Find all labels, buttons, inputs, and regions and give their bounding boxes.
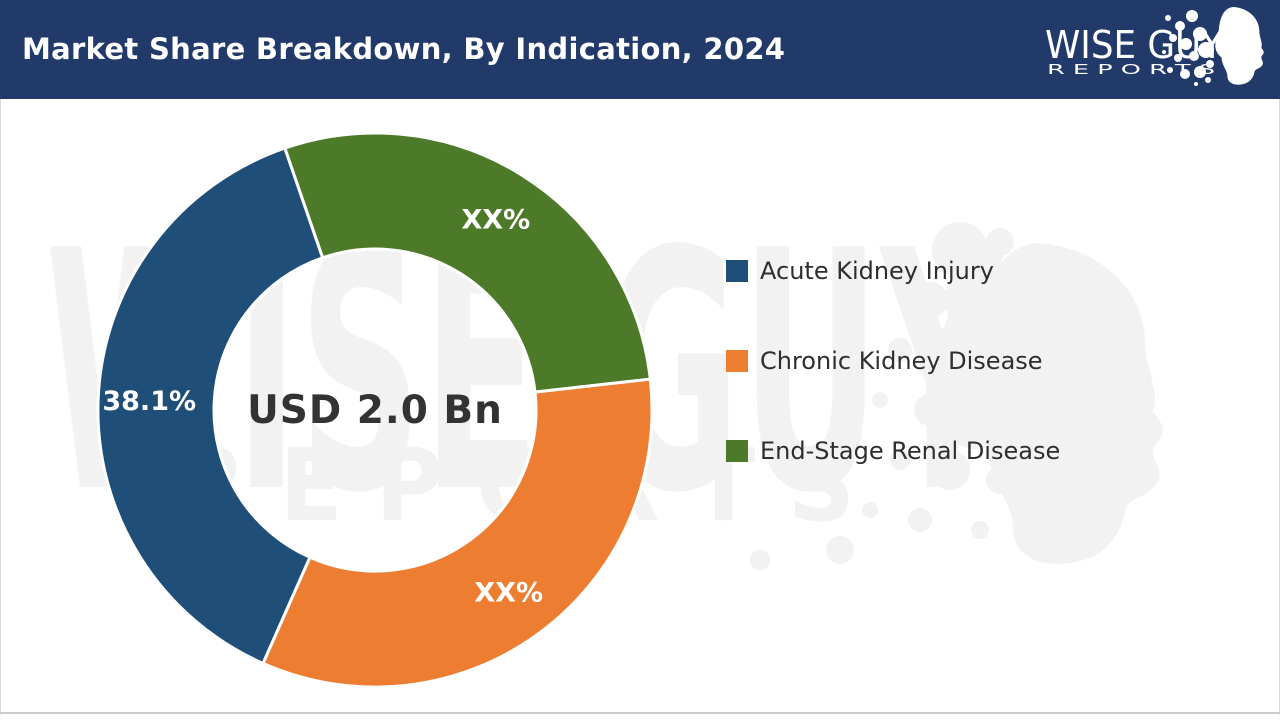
center-label: USD 2.0 Bn xyxy=(247,388,503,433)
logo-sub-text: R E P O R T S xyxy=(1047,62,1215,78)
legend-item: End-Stage Renal Disease xyxy=(726,429,1060,473)
page-title: Market Share Breakdown, By Indication, 2… xyxy=(22,32,786,66)
watermark-face-icon xyxy=(750,222,1164,570)
legend-label: Acute Kidney Injury xyxy=(760,257,994,285)
segment-label: 38.1% xyxy=(102,386,196,417)
header: Market Share Breakdown, By Indication, 2… xyxy=(0,0,1280,99)
legend-item: Chronic Kidney Disease xyxy=(726,339,1060,383)
legend-label: Chronic Kidney Disease xyxy=(760,347,1043,375)
segment-label: XX% xyxy=(474,578,543,609)
donut-segment xyxy=(282,131,652,394)
legend-swatch-end-stage-renal-disease xyxy=(726,440,748,462)
wiseguy-logo: WISE GUY R E P O R T S xyxy=(1045,6,1264,86)
donut-segment xyxy=(96,146,325,666)
legend-label: End-Stage Renal Disease xyxy=(760,437,1061,465)
legend-swatch-chronic-kidney-disease xyxy=(726,350,748,372)
legend-swatch-acute-kidney-injury xyxy=(726,260,748,282)
legend-item: Acute Kidney Injury xyxy=(726,249,1060,293)
donut-chart: XX% XX% 38.1% USD 2.0 Bn xyxy=(96,131,654,689)
logo-face-icon xyxy=(1162,6,1264,86)
bottom-rule xyxy=(0,712,1280,714)
donut-segment xyxy=(261,377,654,689)
segment-label: XX% xyxy=(461,204,530,235)
legend: Acute Kidney Injury Chronic Kidney Disea… xyxy=(726,249,1060,519)
